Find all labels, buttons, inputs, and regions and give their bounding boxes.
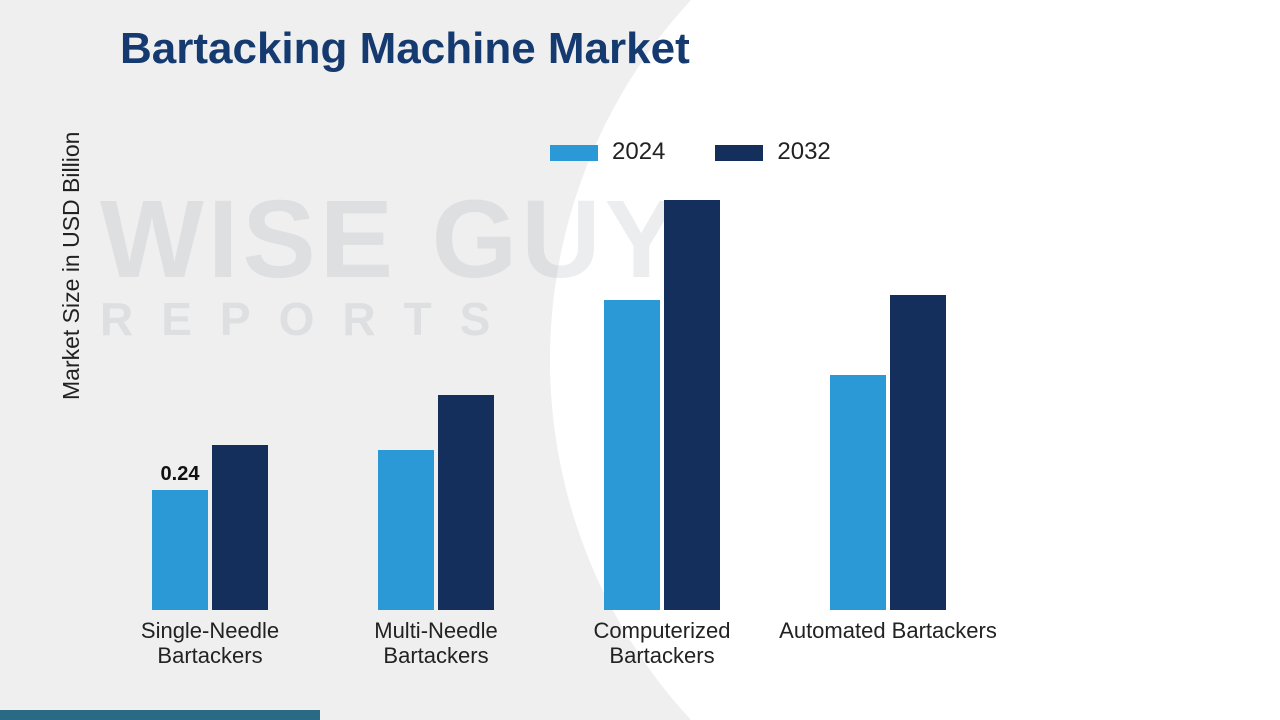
legend-item: 2032 bbox=[715, 138, 830, 166]
plot-area: 0.24Single-Needle BartackersMulti-Needle… bbox=[110, 170, 990, 610]
bar bbox=[830, 375, 886, 610]
category-label: Single-Needle Bartackers bbox=[100, 610, 320, 669]
legend-label: 2024 bbox=[612, 138, 665, 165]
category-label: Multi-Needle Bartackers bbox=[326, 610, 546, 669]
legend-swatch bbox=[550, 145, 598, 161]
y-axis-label: Market Size in USD Billion bbox=[58, 132, 85, 400]
bar bbox=[378, 450, 434, 610]
category-label: Computerized Bartackers bbox=[552, 610, 772, 669]
bar-data-label: 0.24 bbox=[161, 463, 200, 490]
brand-line2: R E P O R T S bbox=[991, 59, 1250, 77]
bar bbox=[212, 445, 268, 610]
bar: 0.24 bbox=[152, 490, 208, 610]
legend-item: 2024 bbox=[550, 138, 665, 166]
legend: 2024 2032 bbox=[550, 138, 831, 166]
brand-logo: WISE GUY R E P O R T S bbox=[991, 22, 1250, 77]
bar bbox=[438, 395, 494, 610]
legend-label: 2032 bbox=[777, 138, 830, 165]
bar bbox=[890, 295, 946, 610]
bar bbox=[604, 300, 660, 610]
bar bbox=[664, 200, 720, 610]
brand-line1: WISE GUY bbox=[991, 22, 1250, 61]
category-label: Automated Bartackers bbox=[778, 610, 998, 643]
footer-accent-bar bbox=[0, 710, 320, 720]
stage: WISE GUY REPORTS WISE GUY R E P O R T S … bbox=[0, 0, 1280, 720]
legend-swatch bbox=[715, 145, 763, 161]
chart-title: Bartacking Machine Market bbox=[120, 24, 690, 74]
